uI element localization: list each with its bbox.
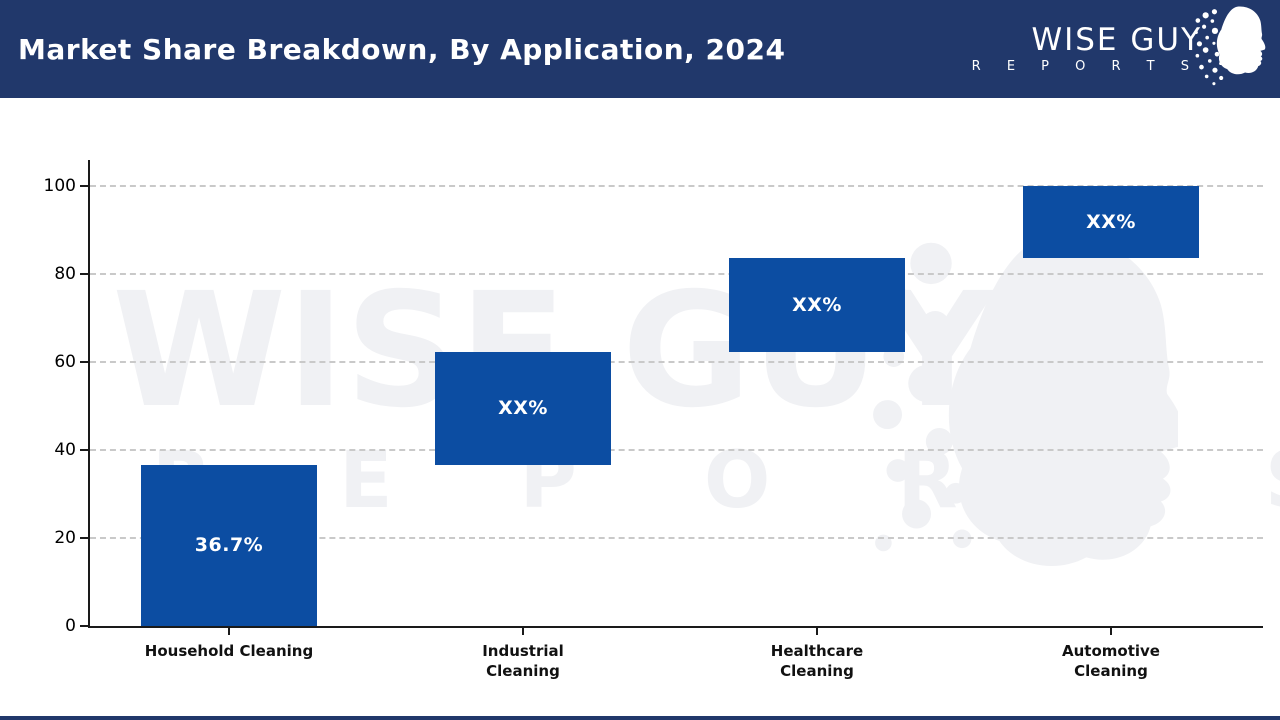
y-tick-mark xyxy=(80,185,88,187)
gridline-60 xyxy=(90,361,1263,363)
plot-area: 0 20 40 60 80 100 36.7% XX% XX% XX% Household Clea… xyxy=(0,98,1280,716)
y-tick-mark xyxy=(80,273,88,275)
y-tick-label: 60 xyxy=(54,352,76,372)
logo-head-icon xyxy=(1194,6,1266,86)
x-tick-label: Healthcare Cleaning xyxy=(770,642,864,681)
gridline-100 xyxy=(90,185,1263,187)
x-tick-label: Industrial Cleaning xyxy=(482,642,564,681)
y-tick-label: 100 xyxy=(43,176,76,196)
logo-wordmark: WISE GUY R E P O R T S xyxy=(971,22,1202,74)
footer-strip xyxy=(0,716,1280,720)
y-tick-mark xyxy=(80,361,88,363)
x-axis xyxy=(88,626,1263,628)
x-tick-mark xyxy=(522,627,524,635)
x-tick-mark xyxy=(816,627,818,635)
y-tick-label: 0 xyxy=(65,616,76,636)
header-band: Market Share Breakdown, By Application, … xyxy=(0,0,1280,98)
bar-2: XX% xyxy=(435,352,611,465)
gridline-20 xyxy=(90,537,1263,539)
bar-value-label: XX% xyxy=(1086,211,1136,234)
bar-4: XX% xyxy=(1023,186,1199,259)
gridline-40 xyxy=(90,449,1263,451)
bar-1: 36.7% xyxy=(141,464,317,626)
y-tick-mark xyxy=(80,449,88,451)
bar-value-label: XX% xyxy=(792,294,842,317)
gridline-80 xyxy=(90,273,1263,275)
logo-wordmark-top: WISE GUY xyxy=(1031,22,1202,58)
y-axis xyxy=(88,160,90,628)
bar-value-label: XX% xyxy=(498,397,548,420)
y-tick-mark xyxy=(80,625,88,627)
y-tick-label: 20 xyxy=(54,528,76,548)
bar-value-label: 36.7% xyxy=(194,534,264,557)
y-tick-mark xyxy=(80,537,88,539)
x-tick-label: Automotive Cleaning xyxy=(1062,642,1160,681)
wise-guy-logo: WISE GUY R E P O R T S xyxy=(972,5,1274,93)
y-tick-label: 80 xyxy=(54,264,76,284)
x-tick-label: Household Cleaning xyxy=(144,642,314,660)
bar-3: XX% xyxy=(729,258,905,353)
y-tick-label: 40 xyxy=(54,440,76,460)
x-tick-mark xyxy=(228,627,230,635)
x-tick-mark xyxy=(1110,627,1112,635)
logo-wordmark-bottom: R E P O R T S xyxy=(971,59,1200,74)
chart-title: Market Share Breakdown, By Application, … xyxy=(18,32,786,66)
